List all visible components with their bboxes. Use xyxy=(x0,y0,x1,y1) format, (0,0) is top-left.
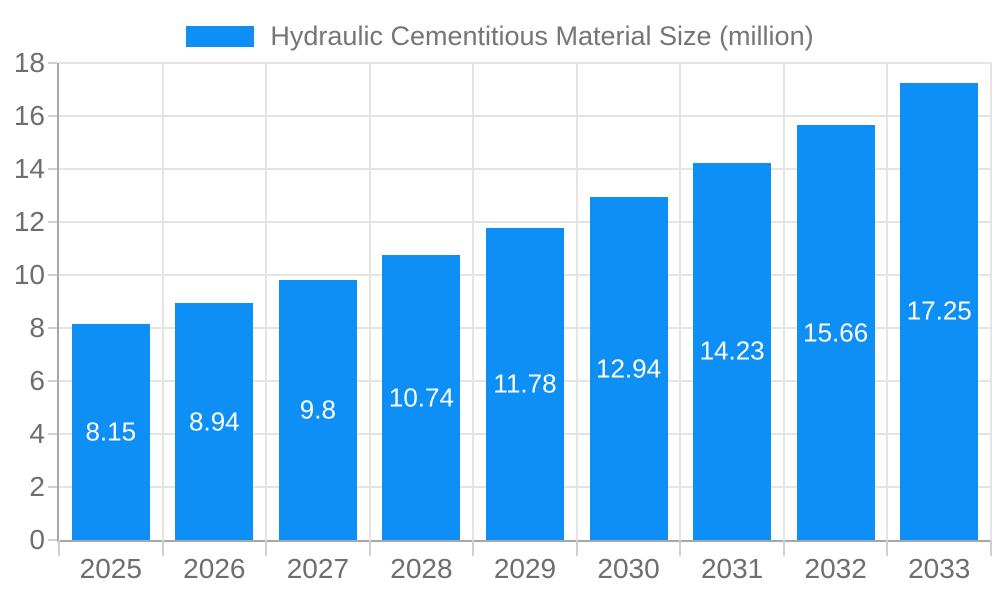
bar-2028[interactable]: 10.74 xyxy=(382,255,461,540)
bar-value-label: 10.74 xyxy=(388,382,454,413)
y-axis-tick-label: 10 xyxy=(13,259,45,290)
y-axis-tick-mark xyxy=(48,62,57,64)
x-axis-tick-label: 2026 xyxy=(183,553,246,584)
bar-value-label: 15.66 xyxy=(803,317,869,347)
y-axis-tick-label: 6 xyxy=(29,365,45,396)
y-axis-tick-mark xyxy=(48,539,57,541)
horizontal-gridline xyxy=(59,62,991,64)
vertical-gridline xyxy=(679,63,682,540)
bar-value-label: 8.94 xyxy=(189,406,240,437)
bar-2033[interactable]: 17.25 xyxy=(900,82,979,540)
y-axis-tick-label: 12 xyxy=(13,206,45,237)
vertical-gridline xyxy=(990,63,992,540)
x-axis-tick-label: 2032 xyxy=(804,553,867,584)
x-axis-tick-label: 2028 xyxy=(390,553,453,584)
x-axis-tick-label: 2029 xyxy=(493,553,557,584)
legend-swatch-icon xyxy=(186,25,255,47)
x-axis-tick-mark xyxy=(368,540,371,556)
vertical-gridline xyxy=(575,63,578,540)
x-axis-tick-mark xyxy=(679,540,682,556)
bar-value-label: 8.15 xyxy=(85,416,137,447)
x-axis-tick-label: 2025 xyxy=(79,553,142,584)
y-axis-tick-mark xyxy=(48,433,57,435)
bar-value-label: 17.25 xyxy=(906,295,972,326)
y-axis-tick-label: 18 xyxy=(13,47,45,78)
y-axis-tick-label: 16 xyxy=(13,100,45,131)
vertical-gridline xyxy=(472,63,475,540)
x-axis-tick-mark xyxy=(575,540,578,556)
vertical-gridline xyxy=(886,63,889,540)
bar-value-label: 11.78 xyxy=(493,368,557,399)
y-axis-tick-label: 0 xyxy=(29,524,45,555)
y-axis-tick-mark xyxy=(48,486,57,488)
bar-2029[interactable]: 11.78 xyxy=(486,227,564,540)
bar-2027[interactable]: 9.8 xyxy=(278,280,357,540)
x-axis-tick-label: 2030 xyxy=(597,553,660,584)
y-axis-tick-label: 2 xyxy=(29,471,45,502)
vertical-gridline xyxy=(782,63,785,540)
x-axis-tick-mark xyxy=(990,540,992,556)
horizontal-gridline xyxy=(59,221,991,223)
y-axis-tick-mark xyxy=(48,327,57,329)
y-axis-tick-label: 8 xyxy=(29,312,45,343)
x-axis-tick-label: 2027 xyxy=(286,553,350,584)
x-axis-tick-mark xyxy=(58,540,60,556)
x-axis-labels: 2025 2026 2027 2028 2029 2030 2031 2032 2033 xyxy=(59,552,991,592)
bar-2026[interactable]: 8.94 xyxy=(175,303,254,540)
x-axis-tick-mark xyxy=(886,540,889,556)
x-axis-tick-mark xyxy=(161,540,164,556)
bar-value-label: 12.94 xyxy=(596,353,662,384)
vertical-gridline xyxy=(265,63,268,540)
y-axis-tick-label: 4 xyxy=(29,418,45,449)
y-axis-tick-mark xyxy=(48,274,57,276)
y-axis-tick-mark xyxy=(48,221,57,223)
vertical-gridline xyxy=(368,63,371,540)
x-axis-tick-label: 2031 xyxy=(700,553,764,584)
y-axis-tick-label: 14 xyxy=(13,153,45,184)
x-axis-tick-mark xyxy=(782,540,785,556)
bar-2031[interactable]: 14.23 xyxy=(693,162,772,540)
y-axis-labels: 0 2 4 6 8 10 12 14 16 18 xyxy=(0,48,45,555)
y-axis-tick-mark xyxy=(48,380,57,382)
plot-area: 8.15 8.94 9.8 10.74 11.78 12.94 14.23 15.66 17.2… xyxy=(48,62,992,556)
y-axis-tick-mark xyxy=(48,115,57,117)
x-axis-tick-label: 2033 xyxy=(908,553,971,584)
x-axis-tick-mark xyxy=(265,540,268,556)
bar-value-label: 9.8 xyxy=(299,394,336,425)
bar-value-label: 14.23 xyxy=(699,335,765,366)
horizontal-gridline xyxy=(59,168,991,170)
y-axis-tick-mark xyxy=(48,168,57,170)
bar-2032[interactable]: 15.66 xyxy=(796,125,875,540)
horizontal-gridline xyxy=(59,115,991,117)
bar-2025[interactable]: 8.15 xyxy=(71,324,150,540)
x-axis-tick-mark xyxy=(472,540,475,556)
bar-2030[interactable]: 12.94 xyxy=(589,197,668,540)
vertical-gridline xyxy=(161,63,164,540)
legend[interactable]: Hydraulic Cementitious Material Size (mi… xyxy=(0,21,1000,51)
legend-label: Hydraulic Cementitious Material Size (mi… xyxy=(270,21,814,51)
